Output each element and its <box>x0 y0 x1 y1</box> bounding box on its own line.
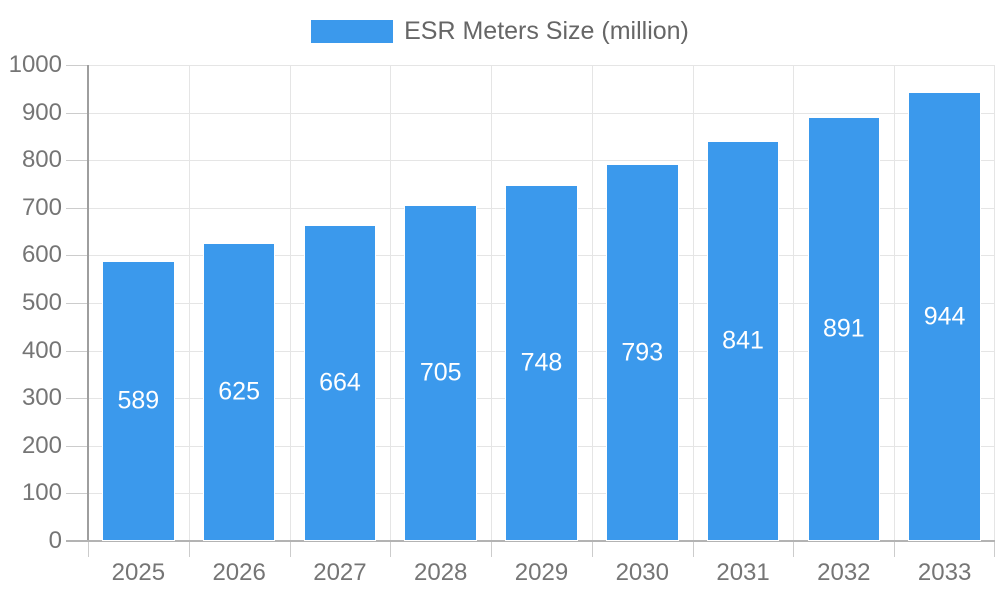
bar-value-label: 589 <box>117 386 160 415</box>
gridline-vertical <box>994 65 995 541</box>
bar[interactable]: 891 <box>807 117 881 541</box>
x-axis-label: 2027 <box>313 559 367 586</box>
y-axis-tick <box>66 446 88 447</box>
x-axis-tick <box>793 541 794 557</box>
bar-value-label: 841 <box>722 326 764 355</box>
x-axis-label: 2031 <box>716 559 770 586</box>
y-axis-tick <box>66 113 88 114</box>
x-axis-label: 2032 <box>817 559 871 586</box>
y-axis-tick <box>66 303 88 304</box>
y-axis-line <box>87 65 89 541</box>
bar[interactable]: 748 <box>505 185 578 541</box>
x-axis-label: 2030 <box>615 559 669 586</box>
x-axis-baseline <box>66 540 995 542</box>
x-axis-label: 2028 <box>414 559 468 586</box>
x-axis-tick <box>88 541 89 557</box>
gridline-vertical <box>290 65 291 541</box>
legend-label: ESR Meters Size (million) <box>404 17 689 45</box>
x-axis-tick <box>894 541 895 557</box>
gridline-horizontal <box>88 113 995 114</box>
x-axis-tick <box>290 541 291 557</box>
y-axis-tick <box>66 255 88 256</box>
gridline-vertical <box>189 65 190 541</box>
y-axis-label: 300 <box>21 384 62 412</box>
y-axis-label: 600 <box>21 241 62 269</box>
bar-value-label: 748 <box>520 348 563 377</box>
gridline-horizontal <box>88 160 995 161</box>
y-axis-label: 400 <box>21 336 62 364</box>
y-axis-tick <box>66 160 88 161</box>
gridline-vertical <box>592 65 593 541</box>
gridline-horizontal <box>88 65 995 66</box>
y-axis-label: 100 <box>21 479 62 507</box>
y-axis-label: 0 <box>48 527 62 554</box>
bar[interactable]: 841 <box>706 141 780 541</box>
y-axis-label: 900 <box>21 98 62 126</box>
x-axis-label: 2025 <box>111 559 166 586</box>
bar-value-label: 793 <box>621 338 664 366</box>
x-axis-tick <box>189 541 190 557</box>
x-axis-label: 2026 <box>212 559 266 586</box>
bar-value-label: 891 <box>822 314 865 343</box>
y-axis-label: 700 <box>21 193 62 221</box>
x-axis-tick <box>994 541 995 557</box>
x-axis-tick <box>592 541 593 557</box>
gridline-vertical <box>491 65 492 541</box>
x-axis-tick <box>390 541 391 557</box>
bar-value-label: 625 <box>218 377 260 406</box>
y-axis-label: 1000 <box>8 51 62 78</box>
legend-swatch[interactable] <box>311 19 394 43</box>
y-axis-tick <box>66 208 88 209</box>
y-axis-label: 500 <box>21 289 62 316</box>
gridline-vertical <box>793 65 794 541</box>
bar-value-label: 705 <box>419 358 462 387</box>
bar[interactable]: 625 <box>202 243 276 541</box>
bar-value-label: 664 <box>319 368 361 397</box>
y-axis-tick <box>66 493 88 494</box>
y-axis-label: 200 <box>21 431 62 459</box>
gridline-vertical <box>894 65 895 541</box>
gridline-vertical <box>693 65 694 541</box>
bar[interactable]: 664 <box>303 225 377 541</box>
plot-area: 0 100 200 300 400 500 600 700 800 900 1000 2025 589 2… <box>9 53 995 586</box>
y-axis-tick <box>66 351 88 352</box>
x-axis-tick <box>491 541 492 557</box>
y-axis-tick <box>66 65 88 66</box>
bar-value-label: 944 <box>923 302 966 330</box>
y-axis-label: 800 <box>21 146 62 174</box>
bar[interactable]: 589 <box>102 261 175 541</box>
gridline-vertical <box>390 65 391 541</box>
x-axis-label: 2029 <box>514 559 569 586</box>
bar[interactable]: 705 <box>404 205 477 541</box>
x-axis-tick <box>693 541 694 557</box>
chart-legend[interactable]: ESR Meters Size (million) <box>0 17 1000 45</box>
x-axis-label: 2033 <box>917 559 972 586</box>
bar[interactable]: 944 <box>908 92 981 541</box>
bar[interactable]: 793 <box>605 164 679 541</box>
y-axis-tick <box>66 398 88 399</box>
